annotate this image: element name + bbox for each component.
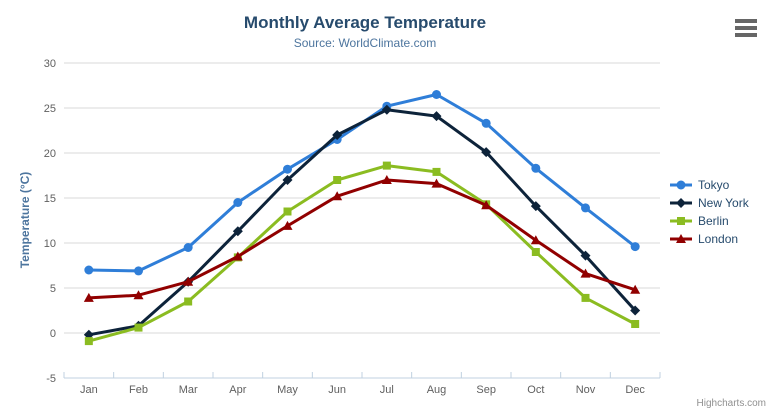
london-point-marker[interactable]	[232, 251, 243, 261]
london-point-marker[interactable]	[580, 268, 591, 278]
y-axis-tick-label: 10	[44, 238, 56, 250]
series-new-york	[83, 104, 641, 340]
tokyo-point-marker[interactable]	[233, 198, 243, 207]
london-point-marker[interactable]	[630, 284, 641, 294]
london-point-marker[interactable]	[481, 200, 492, 210]
new-york-point-marker[interactable]	[332, 130, 343, 140]
x-axis-tick-label: Apr	[229, 384, 246, 396]
circle-legend-symbol	[676, 180, 686, 190]
new-york-point-marker[interactable]	[530, 201, 541, 212]
hamburger-icon	[735, 19, 757, 23]
berlin-point-marker[interactable]	[184, 297, 193, 306]
legend-item-new-york[interactable]: New York	[669, 194, 749, 212]
square-legend-marker-icon	[670, 217, 692, 225]
y-axis-tick-label: 30	[44, 58, 56, 70]
tokyo-point-marker[interactable]	[481, 118, 491, 128]
y-axis-tick-label: -5	[46, 373, 56, 385]
tokyo-point-marker[interactable]	[432, 90, 441, 99]
new-york-point-marker[interactable]	[232, 226, 243, 237]
circle-legend-marker-icon	[670, 180, 692, 190]
berlin-point-marker[interactable]	[581, 293, 590, 302]
legend-label: Berlin	[698, 214, 729, 228]
london-point-marker[interactable]	[530, 235, 541, 245]
legend-label: Tokyo	[698, 178, 730, 192]
berlin-point-marker[interactable]	[134, 323, 143, 332]
diamond-legend-marker-icon	[670, 198, 692, 208]
london-point-marker[interactable]	[83, 292, 94, 302]
berlin-point-marker[interactable]	[432, 167, 441, 176]
tokyo-point-marker[interactable]	[531, 163, 541, 173]
tokyo-point-marker[interactable]	[84, 265, 94, 275]
legend-label: London	[698, 232, 739, 246]
highcharts-credits-link[interactable]: Highcharts.com	[696, 398, 766, 409]
london-point-marker[interactable]	[282, 220, 293, 230]
berlin-point-marker[interactable]	[531, 248, 540, 256]
berlin-point-marker[interactable]	[631, 320, 640, 328]
berlin-point-marker[interactable]	[84, 337, 93, 346]
hamburger-icon	[735, 26, 757, 30]
new-york-point-marker[interactable]	[481, 147, 492, 158]
tokyo-point-marker[interactable]	[283, 164, 292, 174]
x-axis-tick-label: Jan	[80, 384, 98, 396]
new-york-point-marker[interactable]	[431, 111, 442, 122]
chart-subtitle: Source: WorldClimate.com	[293, 36, 437, 50]
x-axis-tick-label: Jul	[380, 384, 394, 396]
x-axis-tick-label: Aug	[427, 384, 447, 396]
diamond-legend-symbol	[676, 198, 686, 208]
new-york-point-marker[interactable]	[580, 250, 591, 261]
y-axis-tick-label: 20	[44, 148, 56, 160]
london-point-marker[interactable]	[381, 175, 392, 184]
square-legend-symbol	[677, 217, 685, 225]
tokyo-point-marker[interactable]	[183, 243, 193, 252]
x-axis-tick-label: Feb	[129, 384, 148, 396]
legend-item-london[interactable]: London	[669, 230, 749, 248]
london-point-marker[interactable]	[183, 276, 194, 286]
london-point-marker[interactable]	[332, 191, 343, 201]
tokyo-point-marker[interactable]	[134, 266, 143, 276]
series-line-berlin	[87, 164, 637, 343]
berlin-point-marker[interactable]	[333, 176, 342, 184]
berlin-point-marker[interactable]	[382, 161, 391, 170]
hamburger-icon	[735, 33, 757, 37]
new-york-point-marker[interactable]	[282, 175, 293, 185]
series-line-london	[87, 178, 637, 300]
y-axis-title: Temperature (°C)	[18, 171, 32, 269]
export-menu-button[interactable]	[732, 16, 760, 40]
legend-label: New York	[698, 196, 749, 210]
x-axis-tick-label: Jun	[328, 384, 346, 396]
new-york-point-marker[interactable]	[381, 104, 392, 115]
legend: Tokyo New York Berlin London	[669, 176, 749, 248]
legend-item-berlin[interactable]: Berlin	[669, 212, 749, 230]
y-axis-tick-label: 15	[44, 193, 56, 205]
x-axis-tick-label: Mar	[179, 384, 198, 396]
triangle-legend-symbol	[676, 234, 686, 243]
x-axis-tick-label: Nov	[576, 384, 596, 396]
series-london	[83, 175, 641, 302]
triangle-legend-marker-icon	[670, 234, 692, 243]
series-tokyo	[84, 90, 640, 276]
chart-title: Monthly Average Temperature	[243, 13, 487, 32]
y-axis-tick-label: 5	[50, 283, 56, 295]
berlin-point-marker[interactable]	[283, 207, 292, 216]
tokyo-point-marker[interactable]	[630, 242, 640, 252]
y-axis-tick-label: 0	[50, 328, 56, 340]
london-point-marker[interactable]	[431, 178, 442, 188]
london-point-marker[interactable]	[133, 290, 144, 300]
tokyo-point-marker[interactable]	[581, 203, 590, 213]
y-axis-tick-label: 25	[44, 103, 56, 115]
x-axis-tick-label: Sep	[476, 384, 496, 396]
x-axis-tick-label: Dec	[625, 384, 645, 396]
legend-item-tokyo[interactable]: Tokyo	[669, 176, 749, 194]
series-line-new-york	[87, 108, 637, 337]
new-york-point-marker[interactable]	[630, 305, 641, 316]
x-axis-tick-label: May	[277, 384, 298, 396]
x-axis-tick-label: Oct	[527, 384, 544, 396]
